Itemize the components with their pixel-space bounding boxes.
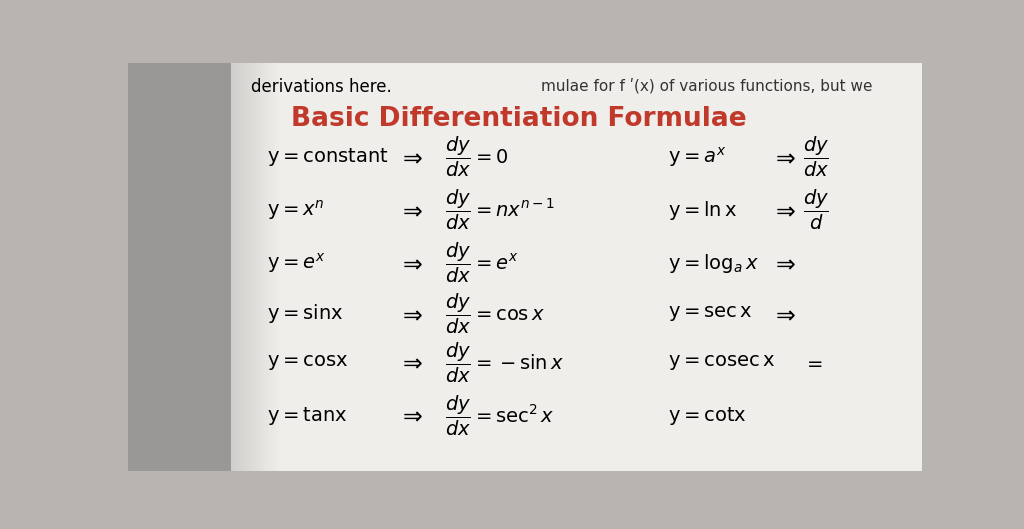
Text: $\dfrac{dy}{dx}$: $\dfrac{dy}{dx}$: [803, 135, 828, 179]
Text: $\mathrm{y = ln\, x}$: $\mathrm{y = ln\, x}$: [668, 198, 737, 222]
Text: $\dfrac{dy}{dx} = \sec^2 x$: $\dfrac{dy}{dx} = \sec^2 x$: [445, 394, 555, 438]
Bar: [231, 63, 233, 471]
Bar: [246, 63, 248, 471]
Text: $=$: $=$: [803, 353, 822, 372]
Bar: [276, 63, 279, 471]
Bar: [236, 63, 239, 471]
Text: $\dfrac{dy}{dx} = 0$: $\dfrac{dy}{dx} = 0$: [445, 135, 509, 179]
Bar: [239, 63, 241, 471]
Text: $\mathrm{y = sinx}$: $\mathrm{y = sinx}$: [267, 303, 343, 325]
Text: $\dfrac{dy}{dx} = -\sin x$: $\dfrac{dy}{dx} = -\sin x$: [445, 341, 564, 385]
Text: $\mathrm{y} = e^x$: $\mathrm{y} = e^x$: [267, 251, 326, 275]
Bar: [271, 63, 274, 471]
Bar: [257, 63, 260, 471]
Bar: [241, 63, 243, 471]
Bar: [231, 63, 922, 471]
Bar: [269, 63, 271, 471]
Bar: [248, 63, 250, 471]
Bar: [262, 63, 264, 471]
Text: $\Rightarrow$: $\Rightarrow$: [397, 404, 423, 428]
Text: $\mathrm{y} = x^n$: $\mathrm{y} = x^n$: [267, 198, 325, 222]
Text: $\Rightarrow$: $\Rightarrow$: [771, 145, 796, 169]
Text: $\Rightarrow$: $\Rightarrow$: [397, 198, 423, 222]
Text: Basic Differentiation Formulae: Basic Differentiation Formulae: [291, 106, 746, 132]
Bar: [264, 63, 267, 471]
Bar: [274, 63, 276, 471]
Text: $\Rightarrow$: $\Rightarrow$: [397, 251, 423, 275]
Bar: [128, 63, 231, 471]
Text: $\mathrm{y = sec\, x}$: $\mathrm{y = sec\, x}$: [668, 305, 752, 324]
Text: $\mathrm{y} = a^x$: $\mathrm{y} = a^x$: [668, 145, 726, 169]
Text: $\mathrm{y = cotx}$: $\mathrm{y = cotx}$: [668, 405, 746, 427]
Bar: [233, 63, 236, 471]
Text: $\Rightarrow$: $\Rightarrow$: [771, 302, 796, 326]
Text: $\mathrm{y} = \log_a x$: $\mathrm{y} = \log_a x$: [668, 252, 759, 275]
Bar: [267, 63, 269, 471]
Bar: [255, 63, 257, 471]
Bar: [250, 63, 253, 471]
Text: mulae for f ʹ(x) of various functions, but we: mulae for f ʹ(x) of various functions, b…: [541, 78, 872, 93]
Text: $\Rightarrow$: $\Rightarrow$: [397, 351, 423, 375]
Text: $\Rightarrow$: $\Rightarrow$: [397, 302, 423, 326]
Bar: [260, 63, 262, 471]
Text: $\mathrm{y = cosx}$: $\mathrm{y = cosx}$: [267, 353, 348, 372]
Text: $\Rightarrow$: $\Rightarrow$: [771, 251, 796, 275]
Bar: [243, 63, 246, 471]
Text: $\mathrm{y = tanx}$: $\mathrm{y = tanx}$: [267, 405, 347, 427]
Text: $\dfrac{dy}{dx} = nx^{n-1}$: $\dfrac{dy}{dx} = nx^{n-1}$: [445, 188, 555, 232]
Text: derivations here.: derivations here.: [251, 78, 392, 96]
Text: $\Rightarrow$: $\Rightarrow$: [397, 145, 423, 169]
Text: $\mathrm{y = constant}$: $\mathrm{y = constant}$: [267, 146, 388, 168]
Bar: [253, 63, 255, 471]
Text: $\mathrm{y = cosec\, x}$: $\mathrm{y = cosec\, x}$: [668, 353, 775, 372]
Text: $\dfrac{dy}{dx} = e^x$: $\dfrac{dy}{dx} = e^x$: [445, 241, 519, 285]
Text: $\dfrac{dy}{d}$: $\dfrac{dy}{d}$: [803, 188, 828, 232]
Text: $\dfrac{dy}{dx} = \cos x$: $\dfrac{dy}{dx} = \cos x$: [445, 292, 546, 336]
Text: $\Rightarrow$: $\Rightarrow$: [771, 198, 796, 222]
